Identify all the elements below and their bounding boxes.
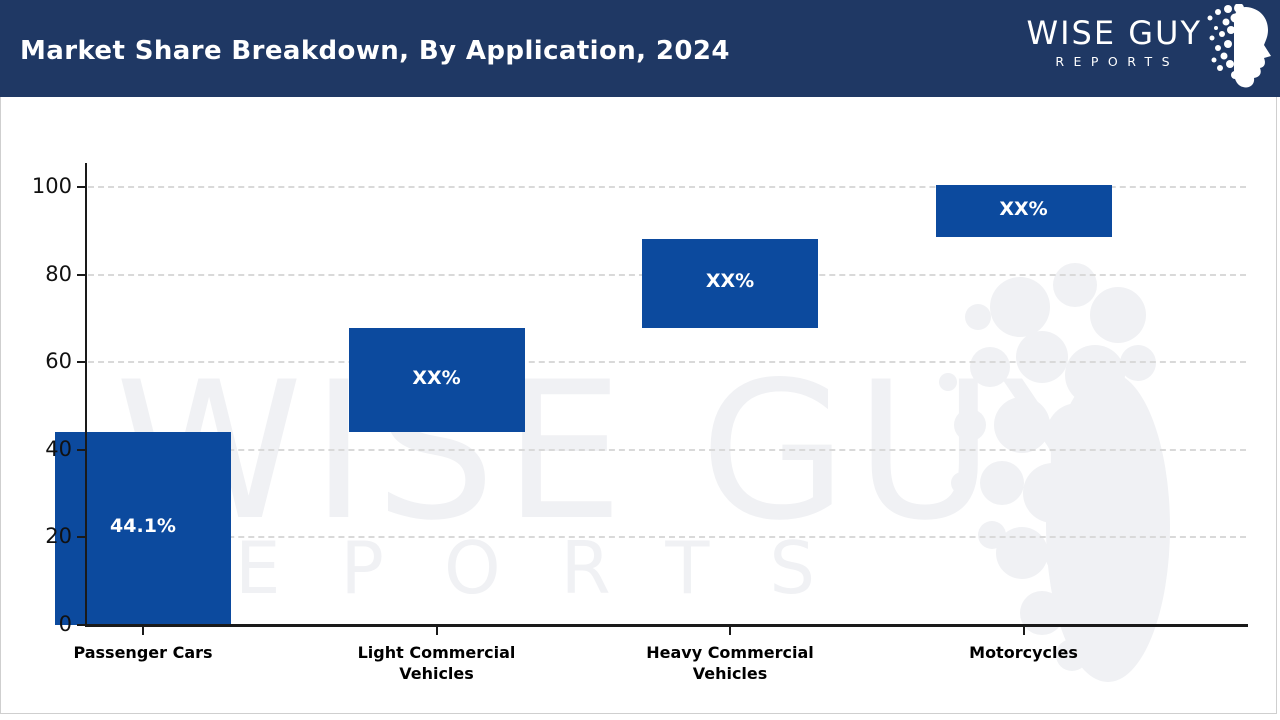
x-axis-category-label: Heavy Commercial Vehicles bbox=[646, 643, 814, 683]
bar-segment: 44.1% bbox=[55, 431, 231, 625]
x-axis-category-label: Light Commercial Vehicles bbox=[357, 643, 516, 683]
y-tick-label: 0 bbox=[58, 612, 72, 636]
brand-logo: WISE GUY REPORTS bbox=[1009, 0, 1274, 97]
bar-segment: XX% bbox=[642, 238, 818, 328]
y-tick-label: 80 bbox=[45, 261, 72, 286]
x-axis-category-label: Passenger Cars bbox=[73, 643, 213, 662]
x-axis-category-label: Motorcycles bbox=[969, 643, 1078, 662]
gridline bbox=[88, 448, 1246, 451]
chart-area: WISE GUY REPORTS 0 20 40 60 80 100 44.1% Passen… bbox=[0, 97, 1280, 720]
bar-segment: XX% bbox=[935, 184, 1112, 238]
dotted-head-icon bbox=[1202, 3, 1272, 98]
bar-value-label: 44.1% bbox=[110, 515, 176, 538]
y-tick-mark bbox=[77, 624, 85, 626]
y-tick-label: 40 bbox=[45, 436, 72, 461]
header-banner: Market Share Breakdown, By Application, … bbox=[0, 0, 1280, 97]
brand-subname: REPORTS bbox=[1055, 54, 1180, 69]
gridline bbox=[88, 186, 1246, 188]
bar-value-label: XX% bbox=[705, 270, 755, 293]
bar-segment: XX% bbox=[348, 327, 525, 432]
y-tick-label: 100 bbox=[31, 174, 72, 198]
bar-value-label: XX% bbox=[412, 366, 461, 389]
y-tick-label: 60 bbox=[45, 349, 72, 374]
y-tick-mark bbox=[77, 186, 85, 188]
brand-name: WISE GUY bbox=[1026, 14, 1202, 52]
y-tick-mark bbox=[77, 448, 85, 451]
y-tick-mark bbox=[77, 361, 85, 364]
gridline bbox=[88, 536, 1246, 539]
chart-title: Market Share Breakdown, By Application, … bbox=[20, 36, 730, 66]
y-tick-mark bbox=[77, 536, 85, 539]
watermark-dotted-head-icon bbox=[870, 217, 1180, 691]
y-tick-label: 20 bbox=[45, 524, 72, 549]
y-axis-line bbox=[85, 163, 87, 625]
brand-logo-text: WISE GUY REPORTS bbox=[1026, 17, 1202, 69]
x-tick-mark bbox=[1022, 627, 1025, 635]
x-axis-line bbox=[85, 624, 1248, 627]
x-tick-mark bbox=[142, 627, 144, 635]
x-tick-mark bbox=[435, 627, 438, 635]
y-tick-mark bbox=[77, 273, 85, 276]
gridline bbox=[88, 361, 1246, 364]
watermark-text-sub: REPORTS bbox=[125, 526, 876, 610]
x-tick-mark bbox=[729, 627, 731, 635]
bar-value-label: XX% bbox=[999, 198, 1048, 221]
